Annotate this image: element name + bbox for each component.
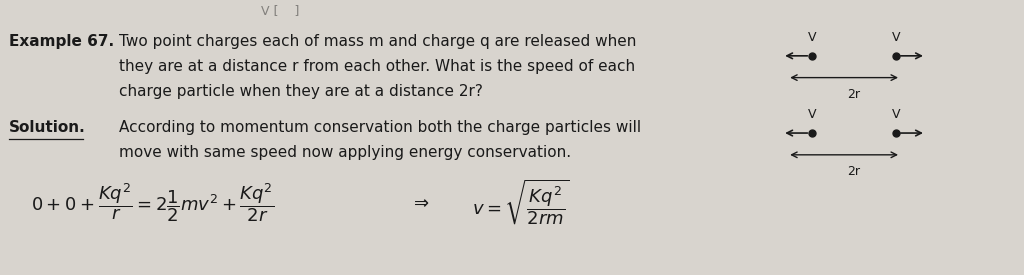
Text: V: V <box>808 108 816 121</box>
Text: move with same speed now applying energy conservation.: move with same speed now applying energy… <box>119 145 571 160</box>
Text: 2r: 2r <box>848 165 860 178</box>
Text: charge particle when they are at a distance 2r?: charge particle when they are at a dista… <box>119 84 483 98</box>
Text: 2r: 2r <box>848 87 860 100</box>
Text: Two point charges each of mass m and charge q are released when: Two point charges each of mass m and cha… <box>119 34 637 49</box>
Text: they are at a distance r from each other. What is the speed of each: they are at a distance r from each other… <box>119 59 635 74</box>
Text: Solution.: Solution. <box>9 120 86 135</box>
Text: According to momentum conservation both the charge particles will: According to momentum conservation both … <box>119 120 641 135</box>
Text: Example 67.: Example 67. <box>9 34 115 49</box>
Text: V [    ]: V [ ] <box>261 4 300 17</box>
Text: $0 + 0 + \dfrac{Kq^2}{r} = 2\dfrac{1}{2}mv^2 + \dfrac{Kq^2}{2r}$: $0 + 0 + \dfrac{Kq^2}{r} = 2\dfrac{1}{2}… <box>32 181 274 224</box>
Text: $\Rightarrow$: $\Rightarrow$ <box>411 193 430 211</box>
Text: V: V <box>892 108 900 121</box>
Text: V: V <box>892 31 900 44</box>
Text: $v = \sqrt{\dfrac{Kq^2}{2rm}}$: $v = \sqrt{\dfrac{Kq^2}{2rm}}$ <box>472 177 570 227</box>
Text: V: V <box>808 31 816 44</box>
